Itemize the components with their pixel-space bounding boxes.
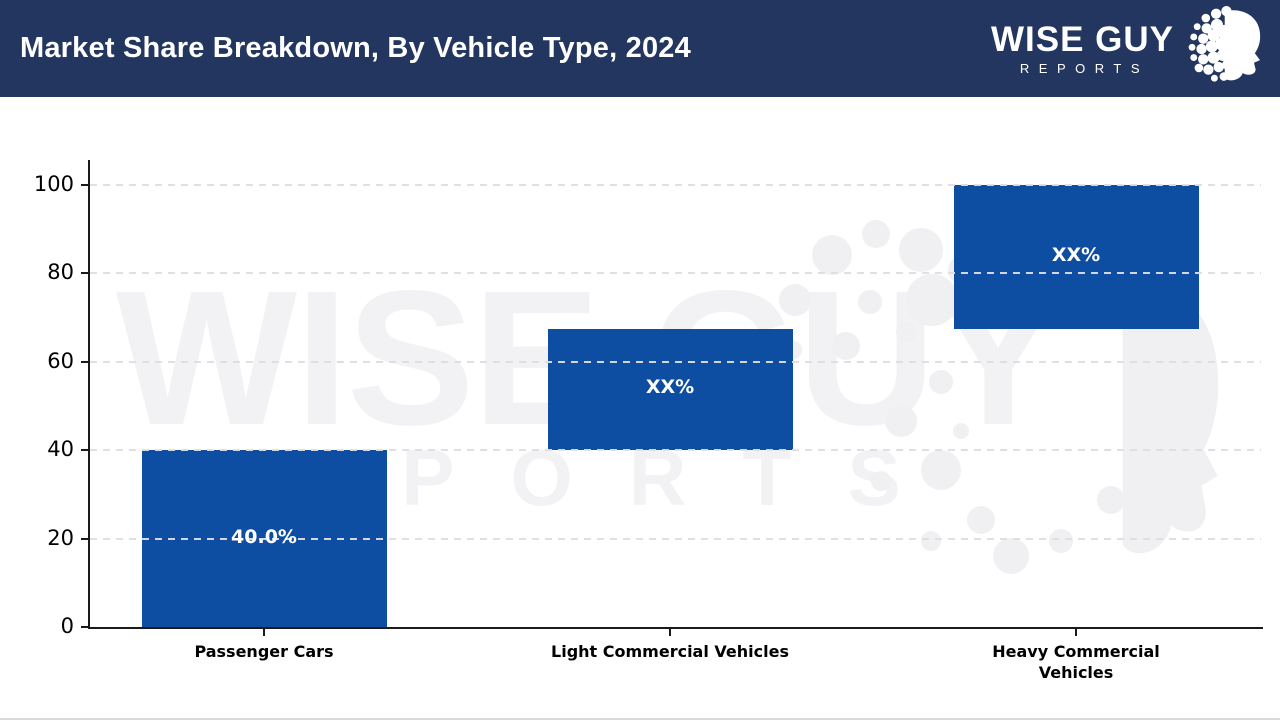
- y-tick-mark: [81, 360, 89, 363]
- watermark-dot: [885, 405, 917, 437]
- gridline: [90, 537, 1261, 540]
- x-tick-mark: [669, 629, 671, 636]
- watermark-dot: [832, 332, 860, 360]
- x-axis-spine: [88, 627, 1263, 629]
- watermark-dot: [921, 450, 961, 490]
- watermark-dot: [871, 471, 891, 491]
- y-tick-mark: [81, 537, 89, 540]
- bar-value-label: XX%: [1051, 243, 1101, 266]
- y-tick-label: 100: [33, 172, 74, 196]
- watermark-dot: [858, 290, 882, 314]
- category-label: Light Commercial Vehicles: [551, 642, 789, 661]
- watermark-dot: [921, 531, 941, 551]
- gridline: [90, 272, 1261, 275]
- bar-value-label: 40.0%: [231, 525, 297, 548]
- x-tick-mark: [1075, 629, 1077, 636]
- y-tick-label: 80: [47, 260, 74, 285]
- y-tick-label: 0: [60, 614, 74, 638]
- watermark-dot: [812, 235, 852, 275]
- bottom-border: [0, 718, 1280, 720]
- gridline: [90, 449, 1261, 452]
- page-title: Market Share Breakdown, By Vehicle Type,…: [20, 32, 691, 64]
- brand-logo: WISE GUY REPORTS: [990, 5, 1266, 92]
- y-tick-mark: [81, 626, 89, 628]
- x-tick-mark: [263, 629, 265, 636]
- watermark-head-icon: [1122, 284, 1219, 554]
- watermark-dot: [929, 370, 953, 394]
- header-bar: Market Share Breakdown, By Vehicle Type,…: [0, 0, 1280, 97]
- category-label: Heavy Commercial Vehicles: [992, 642, 1160, 682]
- watermark-dot: [953, 423, 969, 439]
- brand-head-icon: [1188, 5, 1261, 82]
- watermark-dot: [1049, 529, 1073, 553]
- y-tick-label: 40: [47, 437, 74, 462]
- y-tick-label: 60: [47, 348, 74, 373]
- watermark-dot: [967, 506, 995, 534]
- watermark-dot: [906, 274, 958, 326]
- watermark-dot: [779, 284, 811, 316]
- watermark-dot: [896, 322, 916, 342]
- y-tick-mark: [81, 449, 89, 452]
- y-axis-spine: [88, 160, 90, 629]
- gridline: [90, 360, 1261, 363]
- watermark-dot: [1097, 486, 1125, 514]
- watermark-dot: [993, 538, 1029, 574]
- bar-value-label: XX%: [645, 376, 695, 399]
- gridline: [90, 184, 1261, 186]
- watermark-dot: [862, 220, 890, 248]
- watermark-dot: [899, 228, 943, 272]
- y-tick-mark: [81, 272, 89, 275]
- category-label: Passenger Cars: [194, 642, 334, 661]
- y-tick-mark: [81, 184, 89, 186]
- bar: [953, 185, 1199, 329]
- bar: [547, 328, 793, 451]
- brand-name: WISE GUY: [990, 19, 1174, 59]
- chart-area: 0 20 40 60 80 100 40.0% XX% XX% Passenger Cars Lig…: [0, 97, 1280, 720]
- brand-logo-text: WISE GUY REPORTS: [990, 19, 1174, 76]
- y-tick-label: 20: [47, 525, 74, 550]
- brand-subname: REPORTS: [1019, 60, 1150, 76]
